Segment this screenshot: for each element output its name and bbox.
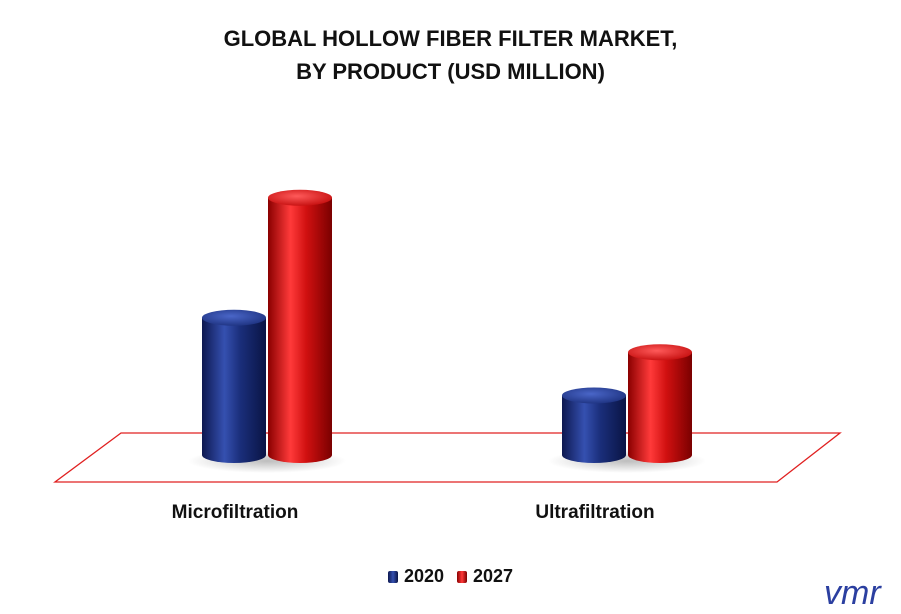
bar-body [628, 352, 692, 463]
bar-ultrafiltration-2020 [562, 387, 626, 463]
chart-floor [53, 432, 842, 483]
legend-swatch-2027 [457, 570, 467, 583]
bar-top [562, 387, 626, 404]
legend-label-2020: 2020 [403, 566, 444, 586]
chart-title-line1: GLOBAL HOLLOW FIBER FILTER MARKET, [223, 26, 678, 51]
category-label-ultrafiltration: Ultrafiltration [535, 502, 654, 523]
svg-text:vmr: vmr [824, 574, 882, 610]
category-label-microfiltration: Microfiltration [172, 502, 299, 523]
bar-body [268, 197, 332, 463]
bar-top [202, 309, 266, 326]
legend-item-2027: 2027 [457, 566, 513, 587]
chart-legend: 2020 2027 [0, 566, 901, 588]
bar-body [562, 395, 626, 463]
legend-item-2020: 2020 [387, 566, 444, 587]
legend-label-2027: 2027 [473, 566, 514, 586]
bar-body [202, 317, 266, 463]
bar-microfiltration-2020 [202, 309, 266, 463]
bar-top [268, 189, 332, 206]
vmr-logo: vmr [824, 574, 882, 610]
bar-microfiltration-2027 [268, 189, 332, 463]
bar-top [628, 344, 692, 361]
chart-title-line2: BY PRODUCT (USD MILLION) [296, 59, 605, 84]
bar-ultrafiltration-2027 [628, 344, 692, 463]
chart-title: GLOBAL HOLLOW FIBER FILTER MARKET, BY PR… [0, 22, 901, 88]
legend-swatch-2020 [387, 570, 398, 583]
